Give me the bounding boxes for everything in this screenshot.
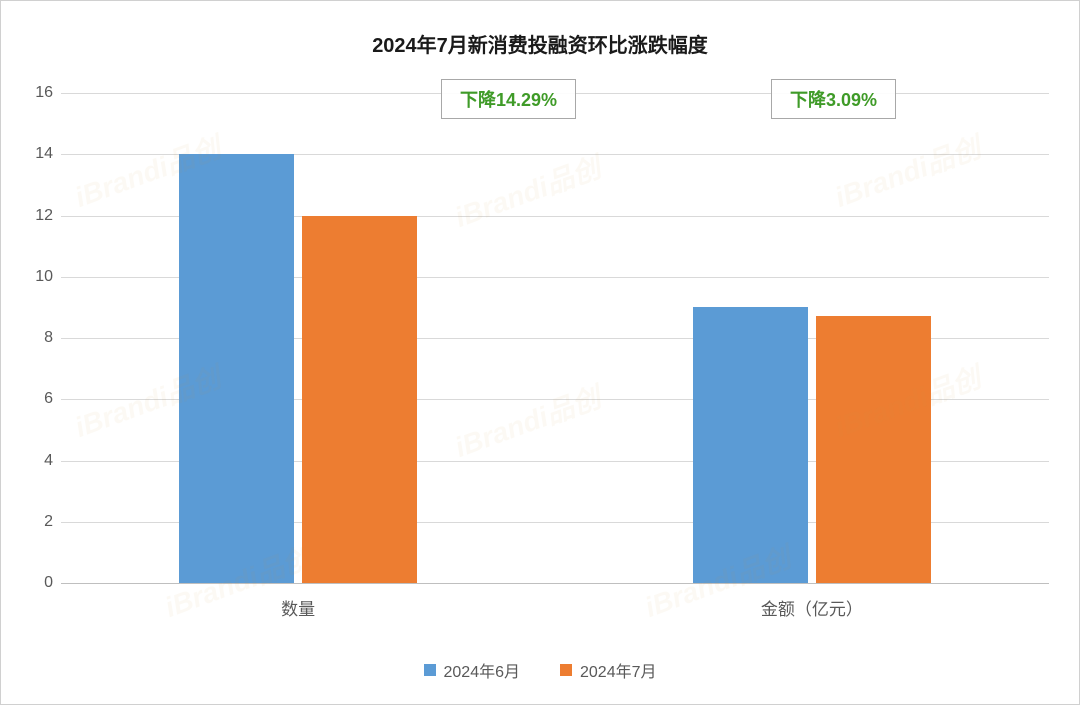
callout-label: 下降14.29% (441, 79, 576, 119)
plot-area: 0246810121416数量金额（亿元） (61, 93, 1049, 584)
y-tick-label: 4 (21, 452, 53, 470)
bar (693, 307, 808, 583)
legend-label: 2024年7月 (580, 658, 657, 682)
y-tick-label: 12 (21, 207, 53, 225)
x-axis-label: 数量 (281, 595, 315, 620)
legend: 2024年6月 2024年7月 (1, 658, 1079, 682)
y-tick-label: 10 (21, 268, 53, 286)
x-axis-label: 金额（亿元） (761, 595, 863, 620)
y-tick-label: 6 (21, 390, 53, 408)
bar (816, 316, 931, 583)
legend-swatch (424, 664, 436, 676)
bar-group (175, 93, 421, 583)
bar (302, 216, 417, 584)
legend-label: 2024年6月 (444, 658, 521, 682)
callout-label: 下降3.09% (771, 79, 896, 119)
bar (179, 154, 294, 583)
y-tick-label: 0 (21, 574, 53, 592)
chart-title: 2024年7月新消费投融资环比涨跌幅度 (1, 1, 1079, 58)
y-tick-label: 14 (21, 145, 53, 163)
legend-item: 2024年6月 (424, 658, 521, 682)
y-tick-label: 16 (21, 84, 53, 102)
y-tick-label: 2 (21, 513, 53, 531)
legend-item: 2024年7月 (560, 658, 657, 682)
bar-group (689, 93, 935, 583)
legend-swatch (560, 664, 572, 676)
chart-container: 2024年7月新消费投融资环比涨跌幅度 0246810121416数量金额（亿元… (0, 0, 1080, 705)
y-tick-label: 8 (21, 329, 53, 347)
